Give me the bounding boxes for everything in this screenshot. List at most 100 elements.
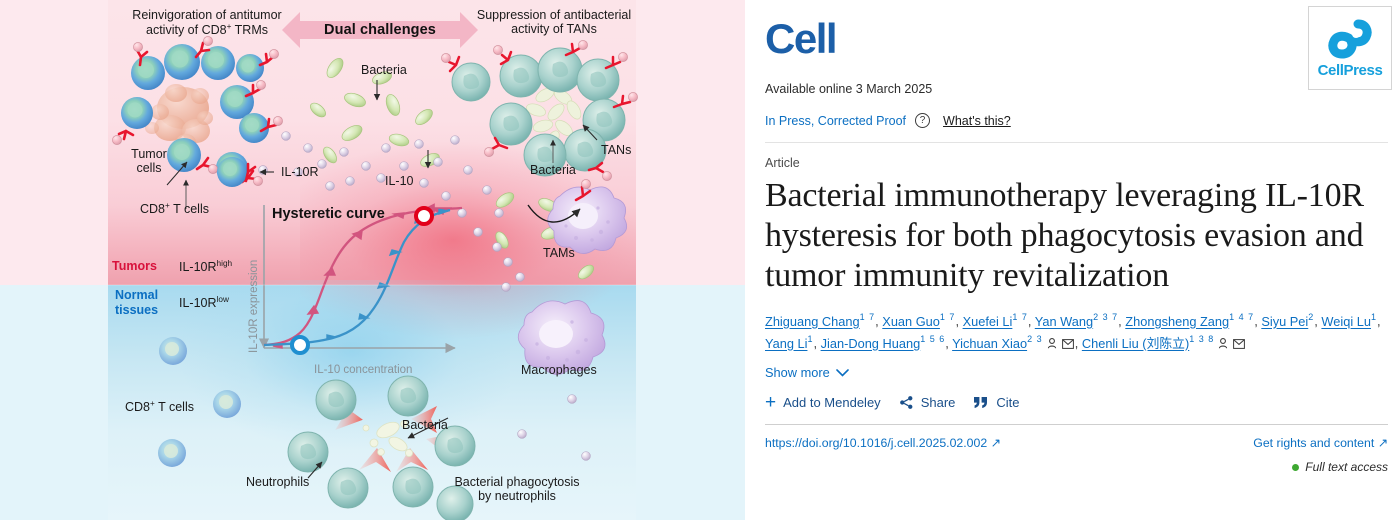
author-separator: , <box>1376 313 1381 329</box>
author-entry[interactable]: Zhongsheng Zang1 4 7 <box>1125 312 1254 329</box>
external-link-icon: ↗ <box>1377 436 1388 451</box>
tumor-cells-leader <box>166 161 188 186</box>
pink-branch <box>263 206 463 347</box>
author-separator: , <box>1254 313 1262 329</box>
neutrophil-nucleus <box>300 387 464 496</box>
author-entry[interactable]: Jian-Dong Huang1 5 6 <box>820 334 946 351</box>
tams-label: TAMs <box>543 246 575 260</box>
blue-branch-arrows <box>290 208 451 347</box>
blue-branch <box>263 208 451 347</box>
cellpress-logo-text: CellPress <box>1317 62 1383 79</box>
phagocytosed-bacteria <box>362 420 413 457</box>
cite-button[interactable]: Cite <box>973 395 1020 411</box>
show-more-label: Show more <box>765 365 830 381</box>
author-entry[interactable]: Yichuan Xiao2 3 <box>952 334 1075 351</box>
macrophage-cell <box>517 300 606 375</box>
journal-logo[interactable]: Cell <box>765 15 838 62</box>
author-name[interactable]: Zhiguang Chang <box>765 313 860 329</box>
band-value-tumors: IL-10Rhigh <box>179 259 233 275</box>
author-affiliation-marker: 2 3 <box>1027 334 1043 345</box>
author-name[interactable]: Xuefei Li <box>962 313 1013 329</box>
tan-il10r-receptor <box>447 42 632 174</box>
author-separator: , <box>945 335 953 351</box>
author-profile-icon[interactable] <box>1044 337 1057 355</box>
author-entry[interactable]: Siyu Pei2 <box>1261 312 1314 329</box>
author-name[interactable]: Yan Wang <box>1034 313 1094 329</box>
author-name[interactable]: Yang Li <box>765 335 808 351</box>
tan-il10-dot <box>441 40 638 181</box>
bacteria-phago-leader <box>407 417 449 439</box>
engulfed-bacteria <box>526 87 582 148</box>
low-state-node <box>290 335 310 355</box>
share-label: Share <box>920 395 956 411</box>
doi-link[interactable]: https://doi.org/10.1016/j.cell.2025.02.0… <box>765 436 1001 450</box>
divider-top <box>765 142 1388 143</box>
high-state-node <box>414 206 434 226</box>
author-entry[interactable]: Xuan Guo1 7 <box>882 312 955 329</box>
author-separator: , <box>813 335 821 351</box>
author-list: Zhiguang Chang1 7, Xuan Guo1 7, Xuefei L… <box>765 310 1388 354</box>
neutrophils-label: Neutrophils <box>246 475 310 489</box>
press-status-row: In Press, Corrected Proof ? What's this? <box>765 113 1388 128</box>
macrophages-label: Macrophages <box>521 363 597 377</box>
right-heading: Suppression of antibacterial activity of… <box>476 8 632 37</box>
author-email-icon[interactable] <box>1230 337 1246 355</box>
article-type: Article <box>765 156 800 170</box>
author-entry[interactable]: Xuefei Li1 7 <box>962 312 1028 329</box>
rights-link[interactable]: Get rights and content ↗ <box>1253 436 1388 450</box>
bottom-il10-dot <box>517 394 591 461</box>
author-entry[interactable]: Yan Wang2 3 7 <box>1034 312 1118 329</box>
author-name[interactable]: Weiqi Lu <box>1321 313 1371 329</box>
author-affiliation-marker: 1 7 <box>939 312 956 323</box>
author-name[interactable]: Chenli Liu (刘陈立) <box>1081 335 1190 351</box>
author-name[interactable]: Yichuan Xiao <box>952 335 1028 351</box>
neutrophils-leader <box>307 461 323 479</box>
tumor-cells-label: Tumor cells <box>131 147 167 176</box>
dual-challenges-arrow <box>282 12 478 48</box>
author-entry[interactable]: Chenli Liu (刘陈立)1 3 8 <box>1081 334 1247 351</box>
author-affiliation-marker: 1 3 8 <box>1189 334 1215 345</box>
full-text-access-badge: Full text access <box>765 460 1388 474</box>
full-text-access-label: Full text access <box>1305 460 1388 475</box>
phagocytosis-caption: Bacterial phagocytosis by neutrophils <box>454 475 580 504</box>
bacteria-label-top: Bacteria <box>361 63 407 77</box>
pink-branch-arrows <box>272 208 445 349</box>
cellpress-logo[interactable]: CellPress <box>1308 6 1392 90</box>
il10r-label: IL-10R <box>281 165 319 179</box>
share-button[interactable]: Share <box>899 395 956 411</box>
help-icon[interactable]: ? <box>915 113 931 128</box>
band-label-tumors: Tumors <box>112 259 157 273</box>
chart-ylabel: IL-10R expression <box>248 259 260 353</box>
author-separator: , <box>1314 313 1322 329</box>
chevron-down-icon <box>835 369 849 377</box>
chart-title: Hysteretic curve <box>272 206 385 222</box>
author-email-icon[interactable] <box>1059 337 1074 355</box>
available-online: Available online 3 March 2025 <box>765 82 933 96</box>
doi-text: https://doi.org/10.1016/j.cell.2025.02.0… <box>765 436 988 451</box>
author-name[interactable]: Zhongsheng Zang <box>1125 313 1230 329</box>
plus-icon: + <box>765 392 777 414</box>
il10-label: IL-10 <box>385 174 414 188</box>
author-affiliation-marker: 1 <box>807 334 814 345</box>
tan-nucleus <box>463 61 613 163</box>
author-entry[interactable]: Yang Li1 <box>765 334 813 351</box>
author-name[interactable]: Xuan Guo <box>882 313 940 329</box>
abstract-illustration <box>112 12 638 520</box>
author-entry[interactable]: Zhiguang Chang1 7 <box>765 312 875 329</box>
author-profile-icon[interactable] <box>1215 337 1228 355</box>
add-to-mendeley-button[interactable]: + Add to Mendeley <box>765 393 881 412</box>
whats-this-link[interactable]: What's this? <box>943 113 1011 128</box>
tam-cell <box>527 179 628 254</box>
show-more-button[interactable]: Show more <box>765 365 1388 380</box>
author-entry[interactable]: Weiqi Lu1 <box>1321 312 1377 329</box>
author-name[interactable]: Siyu Pei <box>1261 313 1309 329</box>
share-icon <box>899 396 913 410</box>
dual-challenges-label: Dual challenges <box>324 22 436 38</box>
cite-label: Cite <box>996 395 1020 411</box>
hysteresis-chart <box>258 203 463 355</box>
author-name[interactable]: Jian-Dong Huang <box>820 335 921 351</box>
cd8-trm-cluster <box>112 36 283 186</box>
il10-ligand-dot <box>112 36 283 186</box>
press-status-link[interactable]: In Press, Corrected Proof <box>765 113 907 128</box>
author-separator: , <box>955 313 963 329</box>
